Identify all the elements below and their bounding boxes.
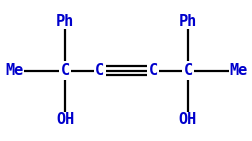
Text: C: C xyxy=(60,63,69,78)
Text: OH: OH xyxy=(56,112,74,127)
Text: C: C xyxy=(148,63,157,78)
Text: C: C xyxy=(183,63,192,78)
Text: Me: Me xyxy=(228,63,246,78)
Text: OH: OH xyxy=(178,112,196,127)
Text: Ph: Ph xyxy=(178,14,196,29)
Text: C: C xyxy=(148,63,157,78)
Text: Ph: Ph xyxy=(56,14,74,29)
Text: C: C xyxy=(60,63,69,78)
Text: C: C xyxy=(183,63,192,78)
Text: C: C xyxy=(95,63,104,78)
Text: C: C xyxy=(95,63,104,78)
Text: Me: Me xyxy=(6,63,24,78)
